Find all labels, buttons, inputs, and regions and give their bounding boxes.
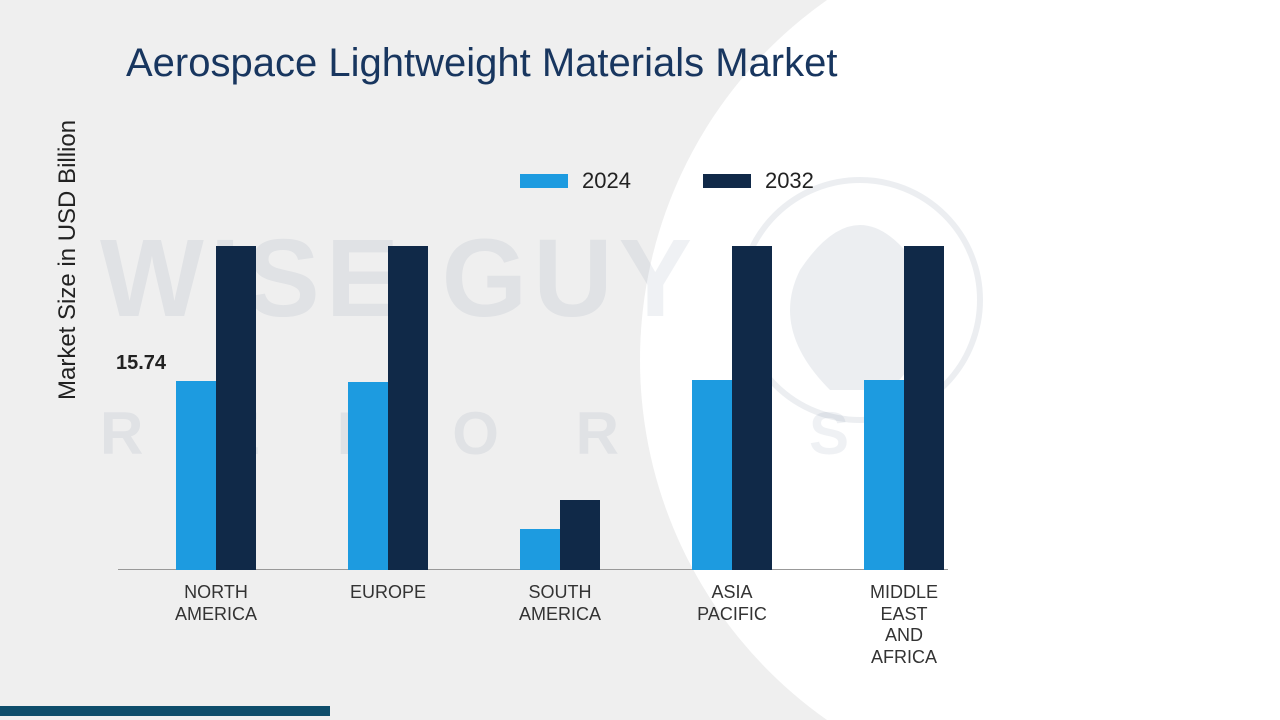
legend-item-2024: 2024 — [520, 168, 631, 194]
category-label: ASIAPACIFIC — [652, 582, 812, 625]
bar-2024 — [348, 382, 388, 570]
chart-plot-area: 15.74NORTHAMERICAEUROPESOUTHAMERICAASIAP… — [118, 210, 948, 570]
bar-group — [824, 246, 984, 570]
bar-group — [136, 246, 296, 570]
legend-swatch-2024 — [520, 174, 568, 188]
legend-label-2024: 2024 — [582, 168, 631, 194]
logo-bottom-text: REPORTS — [1041, 65, 1244, 86]
bar-2032 — [904, 246, 944, 570]
bar-group — [480, 500, 640, 570]
logo: WISEGUY REPORTS — [1041, 28, 1244, 86]
page-root: WISE GUYR E P O R T S Aerospace Lightwei… — [0, 0, 1280, 720]
bottom-accent-bar — [0, 706, 330, 716]
legend: 2024 2032 — [520, 168, 814, 194]
category-label: NORTHAMERICA — [136, 582, 296, 625]
bar-2024 — [520, 529, 560, 570]
bar-2032 — [216, 246, 256, 570]
chart-title: Aerospace Lightweight Materials Market — [126, 40, 886, 86]
bar-2032 — [388, 246, 428, 570]
category-label: EUROPE — [308, 582, 468, 604]
legend-item-2032: 2032 — [703, 168, 814, 194]
bar-value-label: 15.74 — [116, 352, 166, 375]
bar-group — [652, 246, 812, 570]
legend-swatch-2032 — [703, 174, 751, 188]
legend-label-2032: 2032 — [765, 168, 814, 194]
bar-2032 — [732, 246, 772, 570]
category-label: MIDDLEEASTANDAFRICA — [824, 582, 984, 668]
bar-2024 — [864, 380, 904, 570]
bar-2032 — [560, 500, 600, 570]
category-label: SOUTHAMERICA — [480, 582, 640, 625]
bar-group — [308, 246, 468, 570]
bar-2024 — [692, 380, 732, 570]
logo-top-text: WISEGUY — [1041, 28, 1244, 67]
bar-2024 — [176, 381, 216, 570]
y-axis-label: Market Size in USD Billion — [54, 120, 82, 400]
